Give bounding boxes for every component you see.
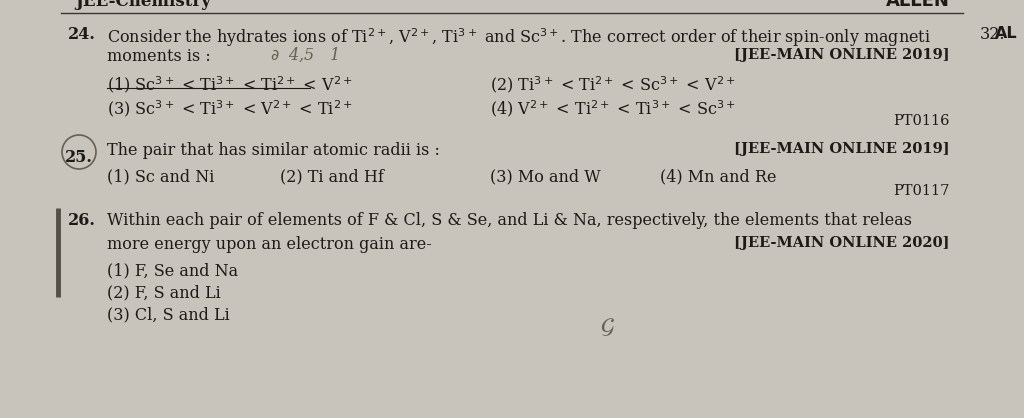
Text: (4) Mn and Re: (4) Mn and Re [660,168,776,185]
Text: $\partial$  4,5   1: $\partial$ 4,5 1 [270,46,338,64]
Text: (4) V$^{2+}$ < Ti$^{2+}$ < Ti$^{3+}$ < Sc$^{3+}$: (4) V$^{2+}$ < Ti$^{2+}$ < Ti$^{3+}$ < S… [490,98,735,119]
Text: (3) Cl, S and Li: (3) Cl, S and Li [106,306,229,323]
Text: (2) Ti and Hf: (2) Ti and Hf [280,168,384,185]
Text: $\mathcal{G}$: $\mathcal{G}$ [600,316,614,338]
Text: Within each pair of elements of F & Cl, S & Se, and Li & Na, respectively, the e: Within each pair of elements of F & Cl, … [106,212,912,229]
Text: (1) Sc and Ni: (1) Sc and Ni [106,168,214,185]
Text: 25.: 25. [66,149,93,166]
Text: (3) Sc$^{3+}$ < Ti$^{3+}$ < V$^{2+}$ < Ti$^{2+}$: (3) Sc$^{3+}$ < Ti$^{3+}$ < V$^{2+}$ < T… [106,98,352,119]
Text: [JEE-MAIN ONLINE 2019]: [JEE-MAIN ONLINE 2019] [734,48,950,62]
Text: JEE-Chemistry: JEE-Chemistry [75,0,211,10]
Text: more energy upon an electron gain are-: more energy upon an electron gain are- [106,236,432,253]
Text: (1) F, Se and Na: (1) F, Se and Na [106,262,239,279]
Text: (2) F, S and Li: (2) F, S and Li [106,284,221,301]
Text: Consider the hydrates ions of Ti$^{2+}$, V$^{2+}$, Ti$^{3+}$ and Sc$^{3+}$. The : Consider the hydrates ions of Ti$^{2+}$,… [106,26,931,49]
Text: PT0116: PT0116 [894,114,950,128]
Text: [JEE-MAIN ONLINE 2019]: [JEE-MAIN ONLINE 2019] [734,142,950,156]
Text: The pair that has similar atomic radii is :: The pair that has similar atomic radii i… [106,142,440,159]
Text: (2) Ti$^{3+}$ < Ti$^{2+}$ < Sc$^{3+}$ < V$^{2+}$: (2) Ti$^{3+}$ < Ti$^{2+}$ < Sc$^{3+}$ < … [490,74,735,95]
Text: PT0117: PT0117 [894,184,950,198]
Text: 32.: 32. [980,26,1005,43]
Text: (3) Mo and W: (3) Mo and W [490,168,601,185]
Text: ALLEN: ALLEN [886,0,950,10]
Text: [JEE-MAIN ONLINE 2020]: [JEE-MAIN ONLINE 2020] [734,236,950,250]
Text: 26.: 26. [68,212,96,229]
Text: moments is :: moments is : [106,48,211,65]
Text: AL: AL [995,26,1018,41]
Text: (1) Sc$^{3+}$ < Ti$^{3+}$ < Ti$^{2+}$ < V$^{2+}$: (1) Sc$^{3+}$ < Ti$^{3+}$ < Ti$^{2+}$ < … [106,74,352,95]
Text: 24.: 24. [68,26,96,43]
